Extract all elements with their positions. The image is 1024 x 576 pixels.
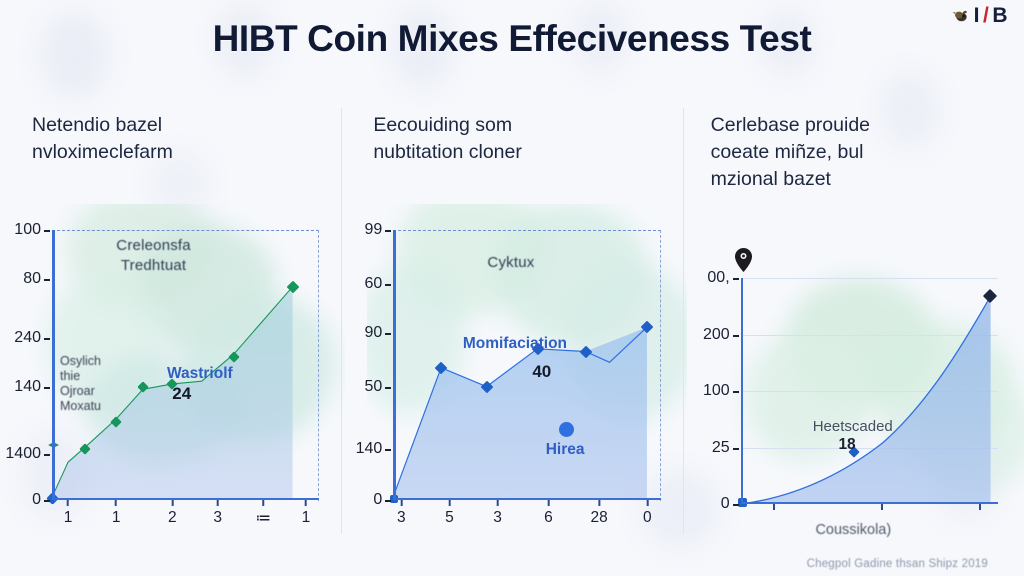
chart-3-ytick: 25 bbox=[712, 439, 741, 457]
page-title: HIBT Coin Mixes Effeciveness Test bbox=[212, 18, 812, 59]
logo-text-1: I bbox=[973, 4, 980, 27]
chart-1-area-fill bbox=[52, 286, 293, 500]
chart-1-ytick: 140 bbox=[14, 378, 52, 396]
column-2-heading-line-2: nubtitation cloner bbox=[373, 141, 522, 163]
column-divider bbox=[682, 108, 684, 534]
chart-1-xtick: 1 bbox=[112, 500, 121, 527]
chart-2-ytick: 0 bbox=[373, 491, 393, 509]
column-2-heading-line-1: Eecouiding som bbox=[373, 114, 513, 136]
chart-2-reference-box bbox=[393, 230, 661, 501]
column-2: Eecouiding som nubtitation cloner bbox=[341, 96, 687, 556]
chart-1: Creleonsfa Tredhtuat Osylich thie Ojroar… bbox=[0, 204, 341, 546]
chart-1-xtick: 3 bbox=[213, 500, 222, 527]
chart-2-ytick: 99 bbox=[365, 221, 394, 239]
chart-2-xtick: 3 bbox=[493, 500, 502, 527]
column-3-heading-line-2: coeate miñze, bul bbox=[710, 141, 864, 163]
chart-3-ytick: 100 bbox=[703, 382, 741, 400]
column-1-heading-line-1: Netendio bazel bbox=[32, 114, 163, 136]
column-3-heading-line-1: Cerlebase prouide bbox=[710, 114, 871, 136]
column-3: Cerlebase prouide coeate miñze, bul mzio… bbox=[682, 96, 1024, 556]
chart-3-ytick: 200 bbox=[703, 326, 741, 344]
chart-1-ytick: 1400 bbox=[5, 445, 52, 463]
chart-3-gridline bbox=[740, 334, 998, 336]
chart-1-ytick: 80 bbox=[23, 270, 52, 288]
chart-2: Cyktux Momifaciation 40 Hirea 99 60 90 5… bbox=[341, 204, 687, 546]
chart-3-y-axis bbox=[740, 278, 744, 504]
column-1-heading: Netendio bazel nvloximeclefarm bbox=[32, 112, 323, 166]
column-3-heading-line-3: mzional bazet bbox=[710, 168, 831, 190]
column-1-heading-line-2: nvloximeclefarm bbox=[32, 141, 173, 163]
chart-3-plot-area: Heetscaded 18 00, 200 100 25 0 bbox=[703, 248, 1024, 512]
footer-caption: Chegpol Gadine thsan Shipz 2019 bbox=[806, 558, 988, 570]
chart-2-ytick: 140 bbox=[356, 440, 394, 458]
chart-2-ytick: 60 bbox=[365, 275, 394, 293]
chart-1-markers bbox=[48, 438, 60, 452]
chart-1-series-wrap bbox=[48, 230, 319, 500]
chart-3: Heetscaded 18 00, 200 100 25 0 Coussikol… bbox=[683, 248, 1024, 552]
chart-3-series-wrap bbox=[741, 278, 998, 504]
chart-2-xtick: 28 bbox=[591, 500, 608, 527]
chart-2-xtick: 0 bbox=[643, 500, 652, 527]
chart-2-x-axis bbox=[393, 497, 661, 500]
chart-1-xtick: 1 bbox=[302, 500, 311, 527]
chart-2-legend-dot bbox=[559, 421, 575, 437]
chart-1-ytick: 100 bbox=[14, 221, 52, 239]
chart-2-area-fill bbox=[393, 327, 648, 500]
column-3-heading: Cerlebase prouide coeate miñze, bul mzio… bbox=[711, 112, 1006, 193]
logo-text-2: B bbox=[992, 4, 1008, 27]
chart-2-ytick: 50 bbox=[365, 378, 394, 396]
chart-2-xtick: 3 bbox=[397, 500, 406, 527]
chart-2-xtick: 5 bbox=[445, 500, 454, 527]
chart-3-ytick: 0 bbox=[721, 495, 741, 513]
chart-1-reference-box bbox=[52, 230, 320, 501]
column-divider bbox=[341, 108, 343, 534]
brand-logo: I / B bbox=[951, 4, 1008, 28]
chart-3-xaxis-label: Coussikola) bbox=[815, 522, 892, 538]
chart-3-x-axis bbox=[740, 501, 998, 504]
chart-2-plot-area: Cyktux Momifaciation 40 Hirea 99 60 90 5… bbox=[356, 204, 687, 526]
chart-3-area-fill bbox=[740, 296, 991, 504]
chart-1-xtick: 2 bbox=[168, 500, 177, 527]
column-1: Netendio bazel nvloximeclefarm bbox=[0, 96, 341, 556]
chart-columns: Netendio bazel nvloximeclefarm bbox=[0, 96, 1024, 556]
chart-2-ytick: 90 bbox=[365, 324, 394, 342]
column-2-heading: Eecouiding som nubtitation cloner bbox=[373, 112, 664, 166]
chart-2-series-wrap bbox=[393, 230, 660, 500]
chart-3-line bbox=[741, 278, 998, 504]
logo-slash: / bbox=[982, 4, 990, 27]
chart-3-gridline bbox=[740, 391, 998, 392]
chart-3-gridline bbox=[740, 447, 998, 449]
map-pin-icon bbox=[734, 248, 752, 272]
chart-1-x-axis bbox=[52, 497, 320, 500]
chart-1-ytick: 0 bbox=[32, 491, 52, 509]
chart-1-xtick: 1 bbox=[64, 500, 73, 527]
chart-1-plot-area: Creleonsfa Tredhtuat Osylich thie Ojroar… bbox=[5, 204, 336, 527]
chart-2-xtick: 6 bbox=[544, 500, 553, 527]
chart-3-gridline bbox=[740, 278, 998, 279]
bee-mark-icon bbox=[951, 6, 971, 26]
chart-1-ytick: 240 bbox=[14, 329, 52, 347]
chart-3-ytick: 00, bbox=[707, 269, 740, 287]
chart-2-line bbox=[393, 230, 660, 500]
chart-1-y-axis bbox=[52, 230, 55, 500]
chart-1-xtick: ≔ bbox=[255, 500, 271, 528]
chart-2-y-axis bbox=[393, 230, 396, 500]
